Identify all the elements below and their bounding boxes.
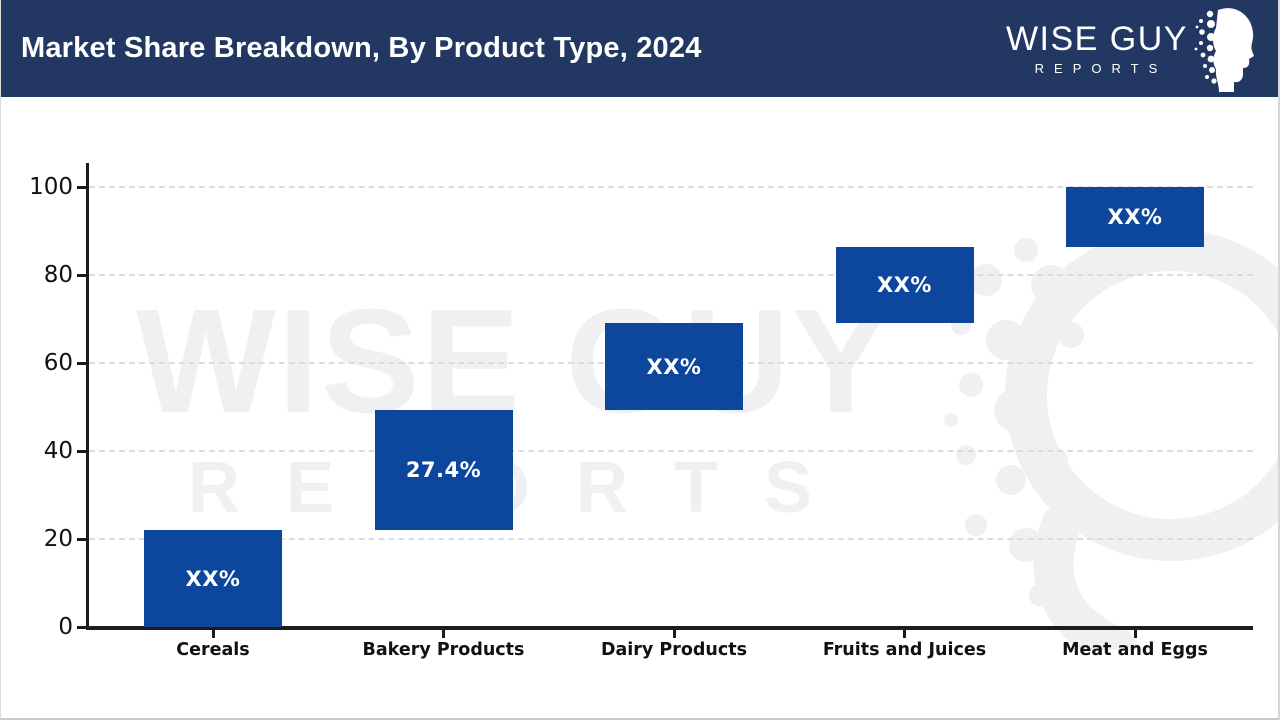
y-tick-label: 0 [58, 614, 73, 640]
x-category-label: Fruits and Juices [822, 640, 987, 660]
waterfall-bar-segment: XX% [1066, 187, 1204, 247]
x-tick-mark [672, 629, 676, 638]
logo-text: WISE GUY REPORTS [1006, 22, 1188, 76]
y-tick-mark [77, 185, 86, 189]
waterfall-bar-segment: XX% [144, 530, 282, 627]
y-tick-label: 20 [43, 526, 73, 552]
x-tick-mark [211, 629, 215, 638]
x-category-label: Cereals [176, 640, 250, 660]
x-category-label: Dairy Products [600, 640, 748, 660]
y-tick-mark [77, 361, 86, 365]
x-tick-mark [442, 629, 445, 638]
gridline [89, 450, 1253, 452]
y-axis-line [86, 163, 89, 629]
gridline [89, 538, 1253, 540]
x-category-label: Meat and Eggs [1062, 640, 1208, 660]
gridline [89, 186, 1253, 188]
watermark-wordmark: WISE GUY [136, 279, 893, 444]
y-tick-mark [77, 625, 86, 629]
watermark-head-icon [944, 225, 1278, 650]
x-tick-mark [903, 629, 906, 638]
bar-value-label: 27.4% [405, 457, 482, 482]
wiseguy-logo: WISE GUY REPORTS [1006, 6, 1254, 92]
y-tick-mark [77, 537, 86, 541]
y-tick-mark [77, 449, 86, 453]
waterfall-bar-segment: XX% [605, 323, 743, 410]
waterfall-bar-segment: XX% [835, 246, 974, 324]
logo-head-icon [1194, 7, 1254, 92]
header-bar: Market Share Breakdown, By Product Type,… [1, 0, 1278, 97]
bar-value-label: XX% [1107, 204, 1163, 229]
x-category-label: Bakery Products [362, 640, 525, 660]
x-axis-line [86, 626, 1253, 630]
y-tick-label: 100 [29, 174, 73, 200]
logo-subtitle: REPORTS [1034, 60, 1168, 76]
y-tick-mark [77, 273, 86, 277]
y-tick-label: 40 [43, 438, 73, 464]
y-tick-label: 80 [43, 262, 73, 288]
page-title: Market Share Breakdown, By Product Type,… [21, 32, 702, 64]
y-tick-label: 60 [43, 350, 73, 376]
bar-value-label: XX% [646, 354, 702, 379]
waterfall-bar-segment: 27.4% [374, 409, 513, 531]
bar-value-label: XX% [877, 273, 932, 298]
x-tick-mark [1133, 629, 1137, 638]
gridline [89, 274, 1253, 276]
bar-value-label: XX% [185, 566, 241, 591]
logo-wordmark: WISE GUY [1005, 19, 1188, 58]
